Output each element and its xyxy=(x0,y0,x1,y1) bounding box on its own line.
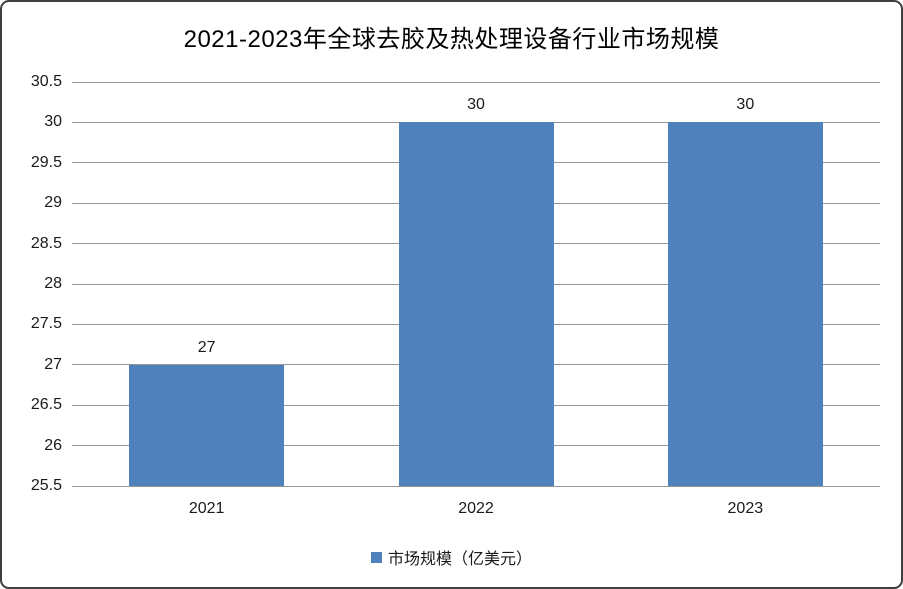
legend-label: 市场规模（亿美元） xyxy=(387,551,532,568)
y-axis-tick-label: 28.5 xyxy=(30,234,62,252)
y-axis-tick-label: 26 xyxy=(44,436,62,454)
x-axis-tick-label: 2021 xyxy=(188,500,225,517)
x-axis-tick-label: 2023 xyxy=(727,500,764,517)
x-axis-tick-label: 2022 xyxy=(458,500,494,517)
y-axis-tick-label: 28 xyxy=(44,275,62,292)
y-axis-tick-label: 27 xyxy=(44,355,62,373)
bar-value-label: 27 xyxy=(197,338,216,356)
bar-value-label: 30 xyxy=(736,96,755,114)
gridline xyxy=(72,81,880,83)
legend-marker-icon xyxy=(370,551,382,563)
bar xyxy=(398,122,554,486)
y-axis-tick-label: 30.5 xyxy=(30,73,62,90)
gridline xyxy=(72,485,880,487)
y-axis-tick-label: 25.5 xyxy=(30,477,62,494)
chart-title: 2021-2023年全球去胶及热处理设备行业市场规模 xyxy=(183,26,720,53)
y-axis-tick-label: 29.5 xyxy=(30,153,62,171)
bar xyxy=(667,122,823,486)
y-axis-tick-label: 29 xyxy=(44,194,62,212)
y-axis-tick-label: 26.5 xyxy=(30,396,62,414)
bar-value-label: 30 xyxy=(467,96,485,114)
y-axis-tick-label: 30 xyxy=(44,113,62,131)
bar xyxy=(129,364,285,486)
legend: 市场规模（亿美元） xyxy=(2,545,901,569)
y-axis-tick-label: 27.5 xyxy=(30,315,62,333)
